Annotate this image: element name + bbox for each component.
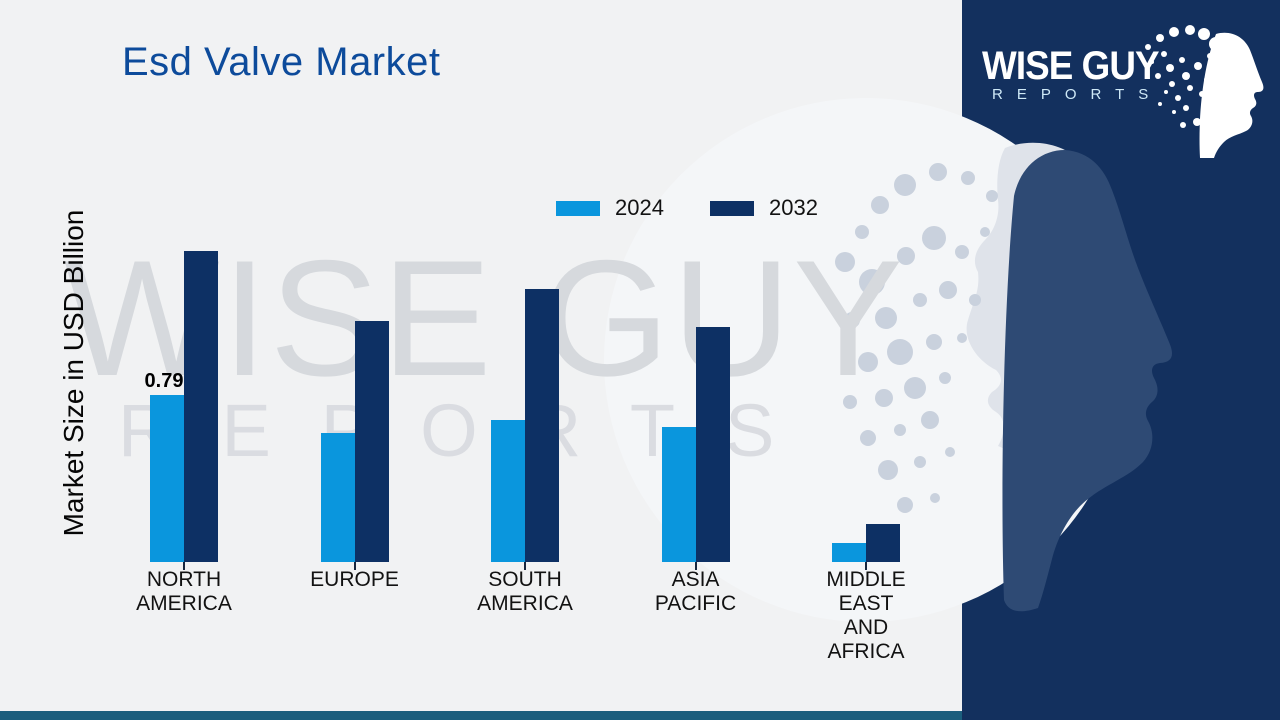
brand-logo-subtext: REPORTS [992,86,1163,103]
legend-item-2032: 2032 [710,195,818,221]
legend-item-2024: 2024 [556,195,664,221]
page-title: Esd Valve Market [122,40,441,84]
watermark-subtext: REPORTS [118,389,825,472]
logo-dots-icon [1145,25,1234,128]
y-axis-label: Market Size in USD Billion [58,209,89,537]
bubble-dots [835,163,998,513]
legend-label-2024: 2024 [615,195,664,220]
brand-logo-wordmark: WISE GUY [982,44,1160,88]
watermark-wordmark: WISE GUY [64,226,906,410]
blue-face-profile [1002,150,1172,612]
legend-swatch-2032 [710,200,754,216]
logo-face-icon [1199,32,1264,158]
legend-swatch-2024 [556,200,600,216]
footer-accent-strip [0,711,962,720]
legend-label-2032: 2032 [769,195,818,220]
